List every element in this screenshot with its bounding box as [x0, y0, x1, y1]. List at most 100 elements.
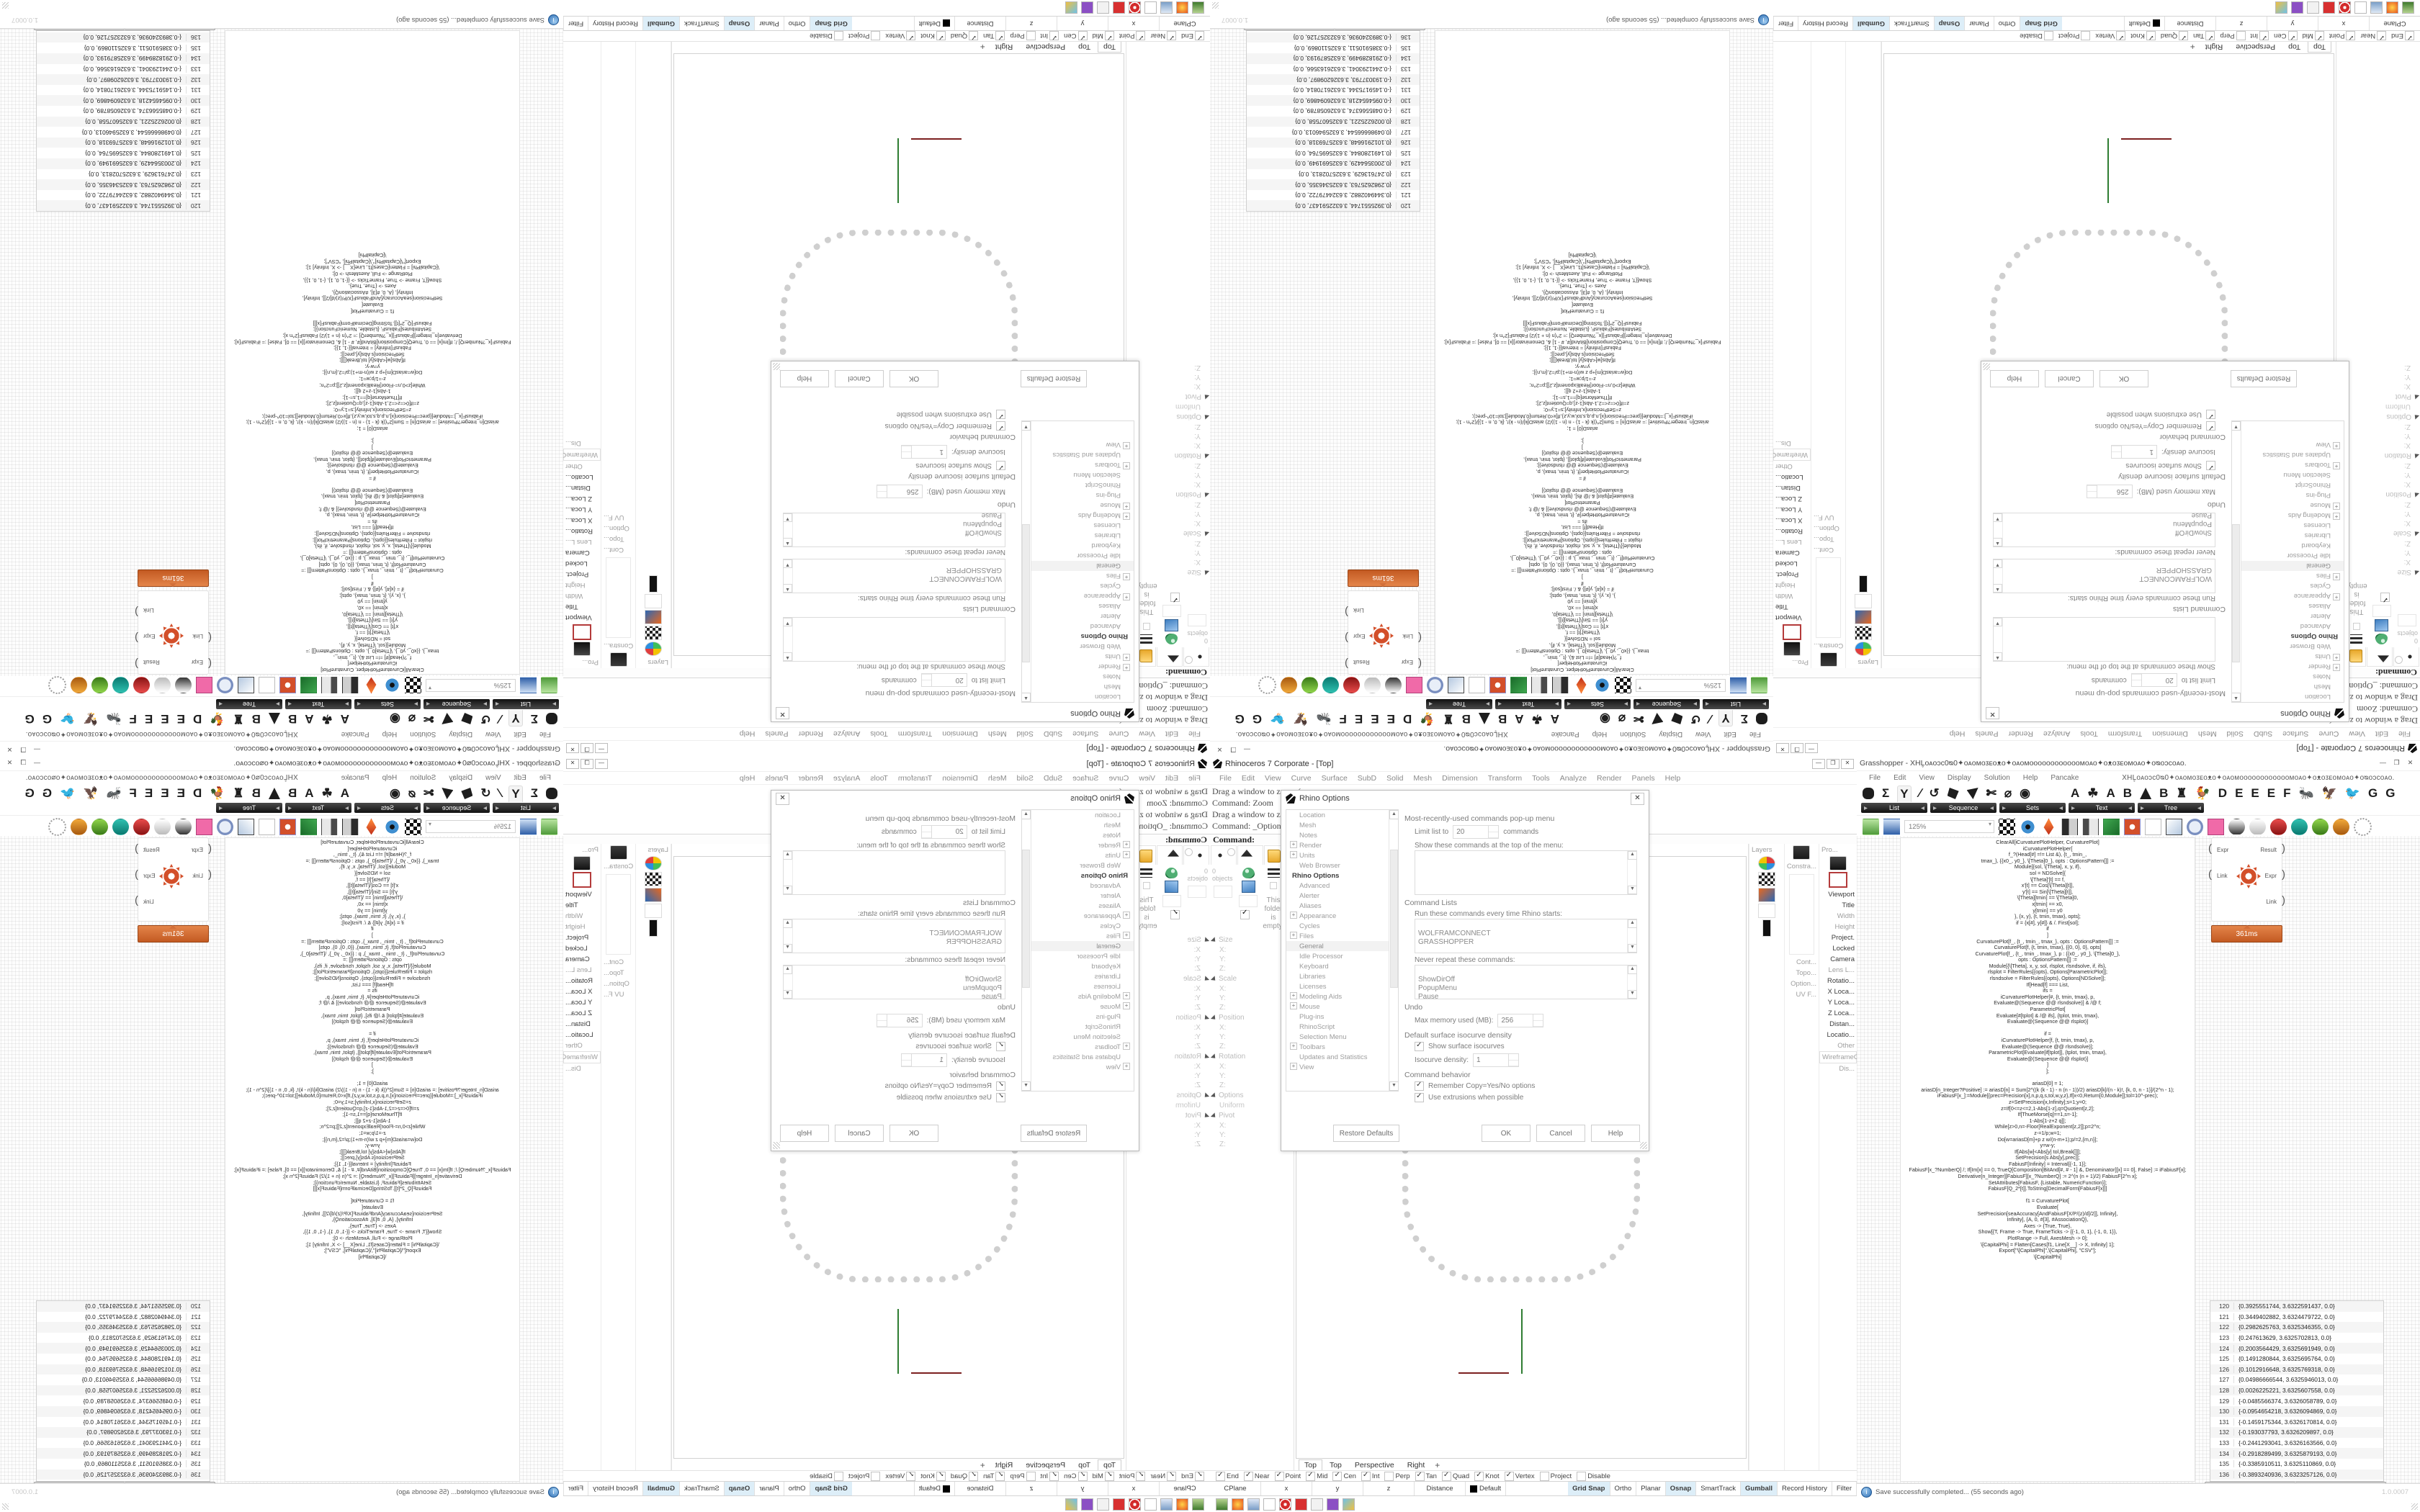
dotted-circle-icon[interactable] — [2354, 817, 2372, 836]
viewport-tab-right[interactable]: Right — [1407, 1461, 1425, 1470]
color-swatch[interactable] — [1162, 605, 1181, 617]
osnap-project[interactable]: Project — [2058, 31, 2091, 41]
menu-transform[interactable]: Transform — [897, 773, 933, 783]
cancel-button[interactable]: Cancel — [1536, 1125, 1585, 1142]
vector-icon[interactable]: ∕ — [498, 712, 501, 726]
minimize-icon[interactable]: — — [34, 759, 40, 766]
osnap-quad[interactable]: Quad — [951, 31, 979, 41]
tree-item[interactable]: View — [1022, 440, 1134, 450]
menu-solid[interactable]: Solid — [1016, 729, 1034, 739]
max-memory-stepper[interactable] — [876, 485, 923, 498]
osnap-point[interactable]: Point — [1274, 1471, 1301, 1481]
green-icon[interactable] — [2291, 818, 2308, 835]
minimize-icon[interactable]: — — [34, 746, 40, 753]
checkbox[interactable] — [2259, 31, 2269, 41]
rhino-icon[interactable] — [1144, 1498, 1157, 1511]
expand-icon[interactable] — [2353, 623, 2360, 630]
help-button[interactable]: Help — [780, 1125, 829, 1142]
status-layer[interactable]: Default — [913, 17, 954, 30]
gh-menu-file[interactable]: File — [1749, 730, 1761, 739]
grasshopper-canvas[interactable]: ClearAll[iCurvaturePlotHelper, Curvature… — [1857, 836, 2420, 1483]
menu-dimension[interactable]: Dimension — [2152, 729, 2188, 739]
tree-item[interactable]: Idle Processor — [1299, 952, 1343, 960]
display-mode-value[interactable]: WireframeCast — [552, 449, 601, 461]
restore-defaults-button[interactable]: Restore Defaults — [2231, 370, 2297, 387]
osnap-disable[interactable]: Disable — [810, 31, 843, 41]
rhino-icon[interactable] — [1144, 1, 1157, 14]
taskbar[interactable] — [1210, 1496, 1857, 1512]
field-rotation[interactable]: Rotatio... — [565, 527, 593, 535]
cluster-icon[interactable] — [300, 818, 317, 835]
taskbar[interactable] — [563, 0, 1210, 16]
field-x-location[interactable]: X Loca... — [1827, 988, 1855, 996]
notes-icon[interactable] — [2166, 818, 2182, 835]
maximize-icon[interactable]: ❐ — [20, 746, 27, 753]
params-icon[interactable] — [1756, 713, 1767, 724]
wolfram-icon[interactable] — [279, 677, 296, 694]
grasshopper-window-controls[interactable]: — ❐ ✕ — [2377, 758, 2420, 768]
menu-file[interactable]: File — [1219, 773, 1232, 783]
rhino-menubar[interactable]: File Edit View Curve Surface SubD Solid … — [563, 772, 1210, 785]
viewport-tab-right[interactable]: Right — [995, 42, 1013, 51]
tree-item[interactable]: Alerter — [1299, 891, 1319, 900]
toggle-ortho[interactable]: Ortho — [783, 1482, 810, 1495]
stepper-buttons[interactable] — [2086, 485, 2097, 498]
field-y-location[interactable]: Y Loca... — [565, 505, 593, 513]
isocurve-density-input[interactable] — [910, 1053, 947, 1067]
tree-item[interactable]: Web Browser — [1299, 861, 1340, 870]
rendered-icon[interactable] — [1364, 677, 1381, 694]
osnap-bar[interactable]: End Near Point Mid Cen Int Perp Tan Quad… — [1210, 1470, 1857, 1481]
field-x-location[interactable]: X Loca... — [1775, 516, 1803, 524]
constraints-list[interactable] — [606, 874, 632, 955]
zoom-extents-icon[interactable] — [405, 818, 421, 835]
field-pivot-z[interactable]: Z: — [1219, 1140, 1226, 1148]
add-viewport-icon[interactable]: + — [980, 1460, 985, 1470]
notepad-icon[interactable] — [2307, 1, 2319, 14]
display-icon[interactable]: ◉ — [390, 712, 400, 726]
plugin-e-icon[interactable]: E — [1386, 712, 1395, 726]
toggle-gumball[interactable]: Gumball — [642, 17, 679, 30]
checkbox[interactable] — [2116, 31, 2126, 41]
menu-subd[interactable]: SubD — [1357, 773, 1377, 783]
input-expr[interactable]: Expr — [191, 847, 203, 853]
stepper-buttons[interactable] — [2130, 673, 2141, 687]
gha-icon[interactable] — [259, 677, 275, 694]
scroll-down-icon[interactable]: ▼ — [783, 944, 792, 953]
menu-render[interactable]: Render — [1597, 773, 1622, 783]
checkbox[interactable] — [1577, 1471, 1587, 1481]
osnap-point[interactable]: Point — [1119, 31, 1146, 41]
close-icon[interactable]: ✕ — [6, 746, 13, 753]
run-commands-listbox[interactable]: WOLFRAMCONNECT GRASSHOPPER ▲ ▼ — [783, 559, 1005, 593]
tree-item[interactable]: Keyboard — [2301, 541, 2331, 550]
menu-solid[interactable]: Solid — [1016, 773, 1034, 783]
use-extrusions-row[interactable]: Use extrusions when possible — [779, 1093, 1005, 1102]
field-projection[interactable]: Project. — [1831, 934, 1855, 942]
toggle-record-history[interactable]: Record History — [1798, 17, 1852, 30]
scroll-down-icon[interactable]: ▼ — [783, 559, 792, 568]
close-icon[interactable]: ✕ — [1216, 746, 1223, 753]
max-memory-input[interactable] — [1497, 1014, 1534, 1027]
scroll-down-icon[interactable]: ▼ — [1628, 990, 1636, 999]
tree-item[interactable]: Appearance — [1022, 591, 1134, 601]
menu-subd[interactable]: SubD — [1043, 729, 1063, 739]
tree-item[interactable]: Aliases — [1098, 901, 1121, 910]
show-isocurves-checkbox[interactable] — [2206, 461, 2215, 470]
listbox-scrollbar[interactable]: ▲ ▼ — [783, 559, 793, 593]
checkbox[interactable] — [2043, 31, 2053, 41]
field-lens-length[interactable]: Lens L... — [565, 538, 592, 546]
plugin-f-icon[interactable]: F — [129, 786, 137, 800]
dotted-circle-icon[interactable] — [1258, 676, 1276, 695]
explorer-icon[interactable] — [1192, 1498, 1204, 1511]
anemone-icon[interactable]: ☘ — [321, 786, 333, 800]
sets-icon[interactable]: Y — [508, 785, 523, 802]
tree-item[interactable]: Licenses — [1299, 982, 1327, 991]
tree-item[interactable]: Toolbars — [1286, 1042, 1398, 1052]
menu-transform[interactable]: Transform — [897, 729, 933, 739]
osnap-vertex[interactable]: Vertex — [2095, 31, 2126, 41]
checkbox[interactable] — [871, 1471, 881, 1481]
gh-menu-file[interactable]: File — [1869, 773, 1881, 782]
weaverbird-icon[interactable]: 🦅 — [2321, 786, 2337, 800]
teal-icon[interactable] — [1301, 677, 1318, 694]
show-isocurves-checkbox[interactable] — [996, 1042, 1005, 1051]
toggle-planar[interactable]: Planar — [1964, 17, 1994, 30]
